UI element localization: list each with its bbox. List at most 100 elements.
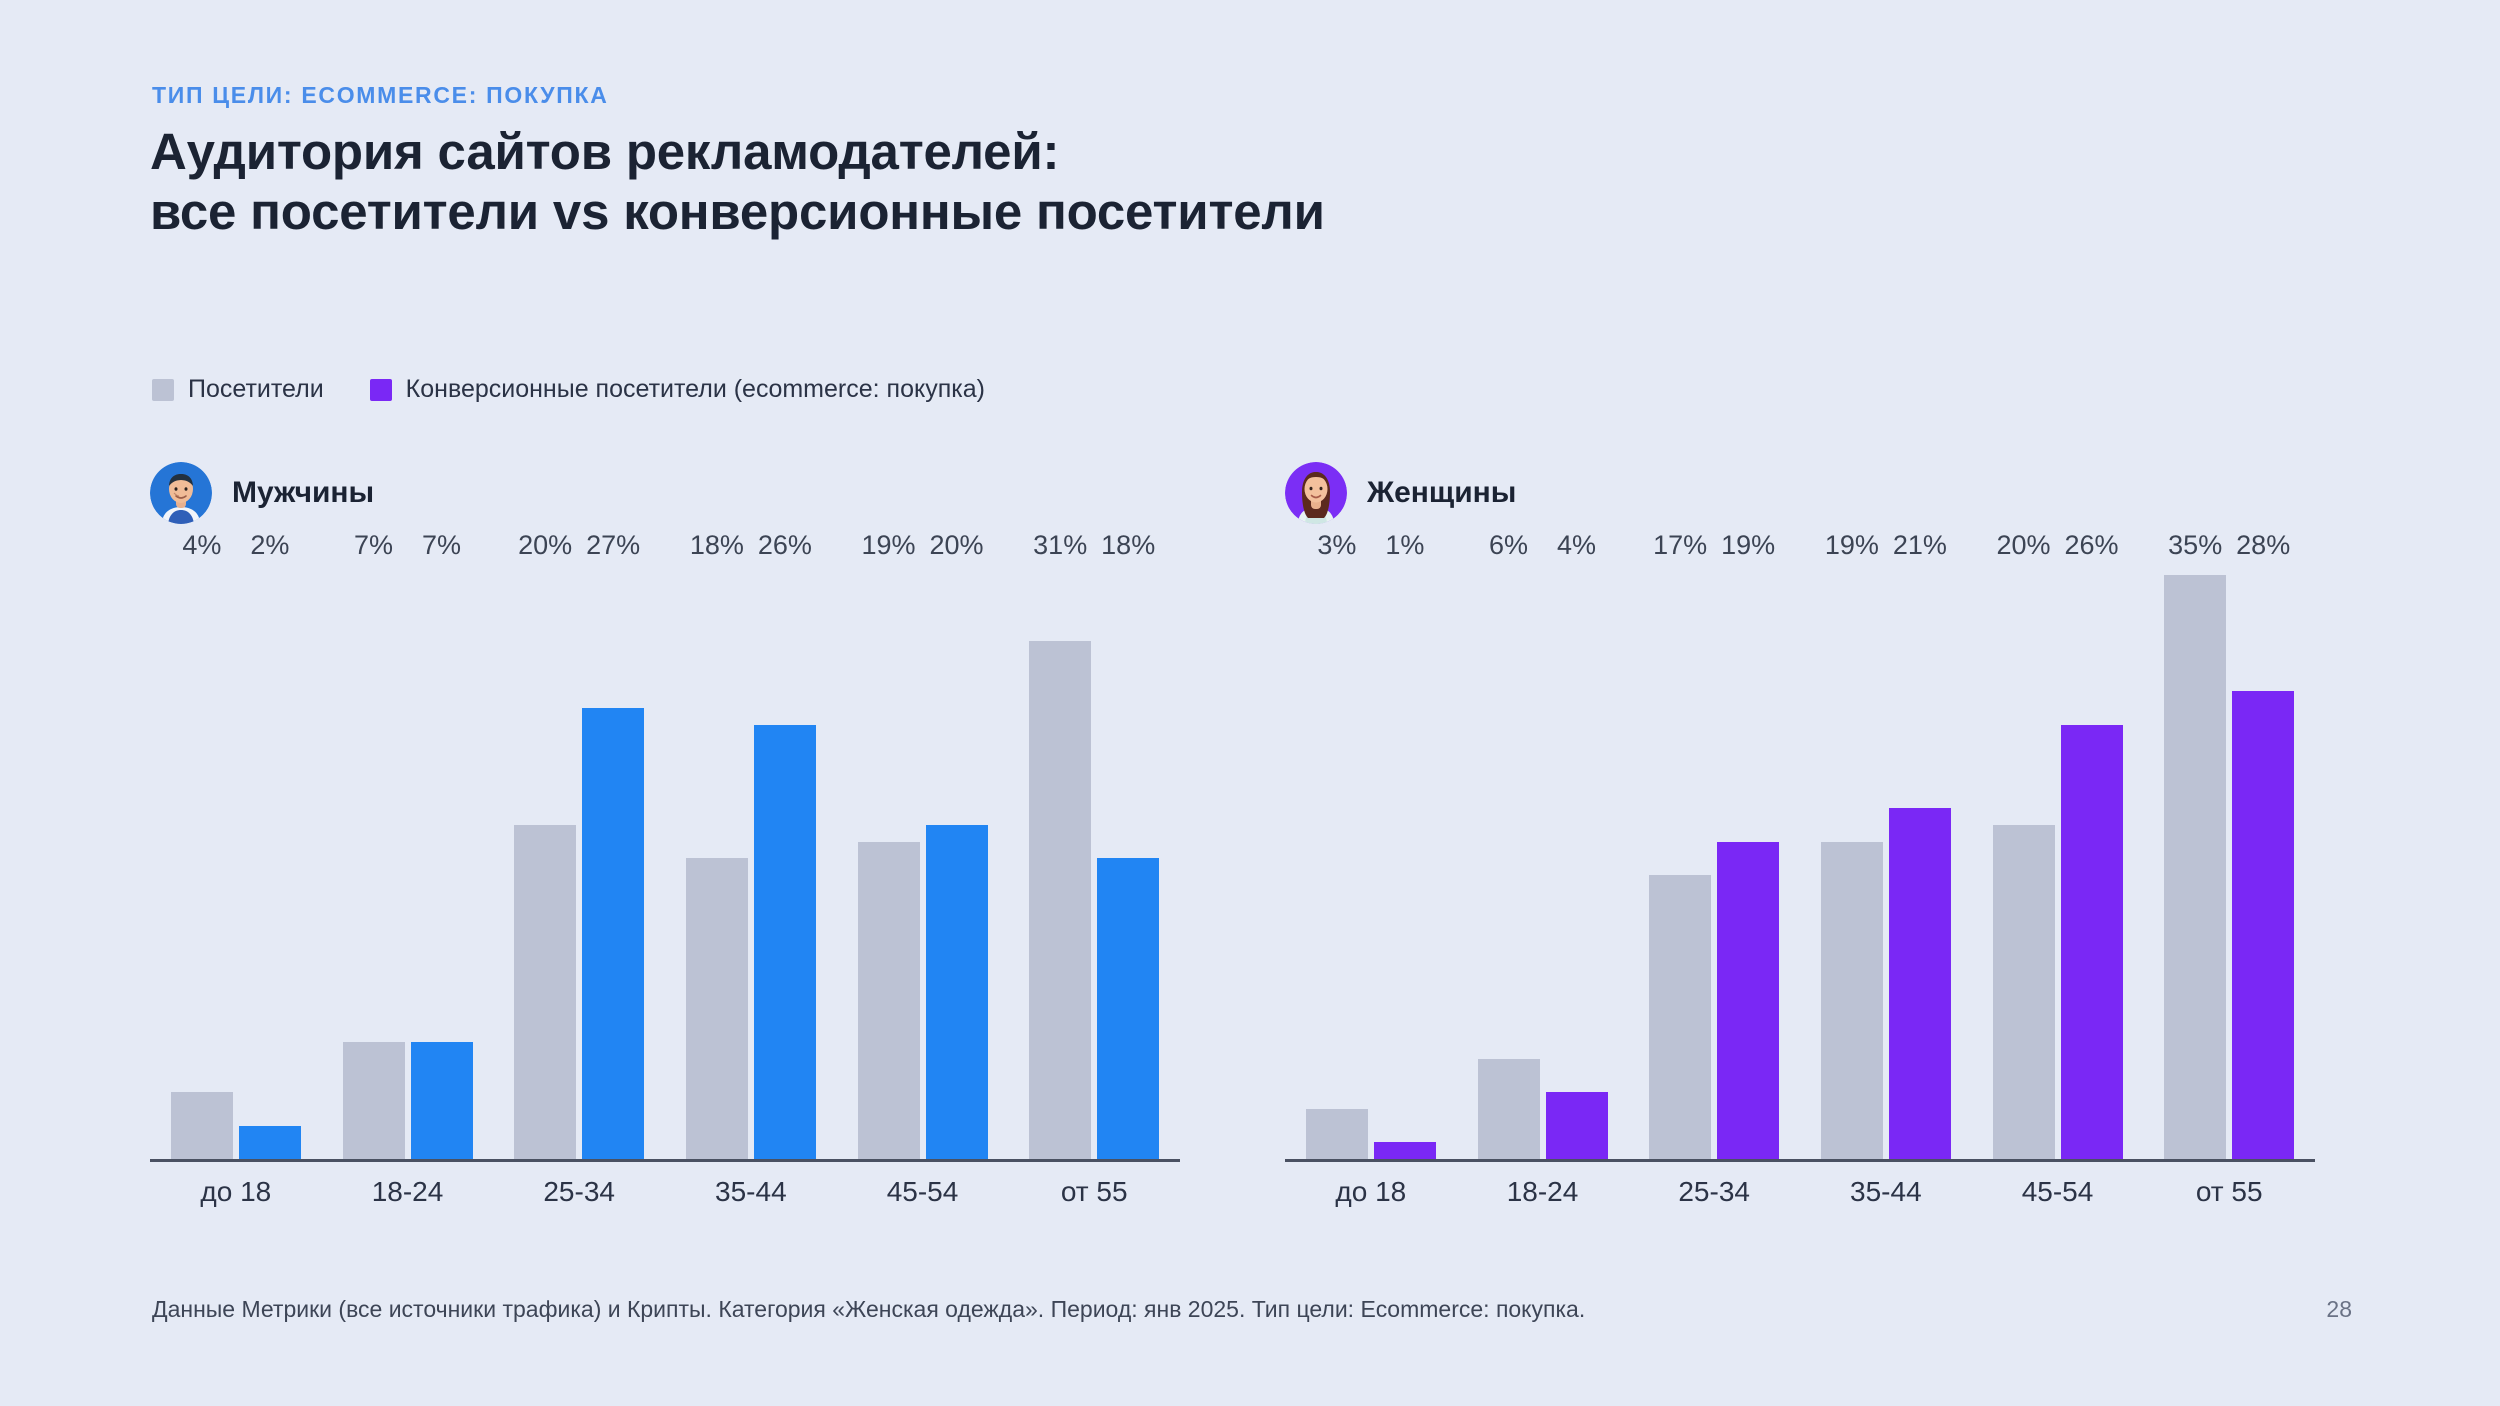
bar-wrap-male-3-visitors: 18% (685, 532, 748, 1159)
bar-female-4-converting[interactable] (2060, 724, 2123, 1159)
x-tick-female-4: 45-54 (2021, 1176, 2094, 1207)
x-tick-male-4: 45-54 (886, 1176, 959, 1207)
x-axis-line-male (150, 1159, 1180, 1162)
bar-wrap-female-3-visitors: 19% (1820, 532, 1883, 1159)
bar-male-5-converting[interactable] (1097, 858, 1160, 1159)
x-axis-ticks-female: до 18 18-24 25-34 35-44 45-54 от 55 (1285, 1176, 2315, 1208)
panel-header-male: Мужчины (150, 462, 374, 524)
page-number: 28 (2326, 1296, 2352, 1322)
x-axis-ticks-male: до 18 18-24 25-34 35-44 45-54 от 55 (150, 1176, 1180, 1208)
bar-chart-female: 3% 1% 6% 4% (1285, 532, 2315, 1214)
bar-label-female-1-converting: 4% (1556, 530, 1597, 560)
bar-label-female-5-visitors: 35% (2168, 530, 2223, 560)
x-tick-female-1: 18-24 (1506, 1176, 1579, 1207)
bar-label-male-2-converting: 27% (586, 530, 641, 560)
x-tick-female-5: от 55 (2195, 1176, 2263, 1207)
bar-female-2-converting[interactable] (1717, 841, 1780, 1159)
bar-label-male-4-visitors: 19% (861, 530, 916, 560)
bar-label-male-3-visitors: 18% (689, 530, 744, 560)
bar-wrap-male-5-converting: 18% (1097, 532, 1160, 1159)
bar-wrap-female-0-converting: 1% (1373, 532, 1436, 1159)
x-tick-male-5: от 55 (1060, 1176, 1128, 1207)
legend-item-converting: Конверсионные посетители (ecommerce: пок… (369, 375, 985, 404)
bar-male-3-visitors[interactable] (685, 858, 748, 1159)
x-tick-male-1: 18-24 (371, 1176, 444, 1207)
legend-item-visitors: Посетители (152, 375, 324, 404)
male-avatar (150, 462, 212, 524)
bar-male-5-visitors[interactable] (1029, 641, 1092, 1159)
x-tick-male-2: 25-34 (543, 1176, 615, 1207)
chart-panel-male: Мужчины 4% 2% 7% (150, 462, 1210, 1222)
bar-wrap-male-3-converting: 26% (753, 532, 816, 1159)
bar-wrap-male-1-visitors: 7% (342, 532, 405, 1159)
bar-label-female-3-visitors: 19% (1824, 530, 1879, 560)
bar-wrap-female-0-visitors: 3% (1305, 532, 1368, 1159)
chart-panel-female: Женщины 3% 1% 6% (1285, 462, 2345, 1222)
bar-wrap-male-0-visitors: 4% (170, 532, 233, 1159)
bar-male-1-converting[interactable] (410, 1042, 473, 1159)
bar-group-female-5: 35% 28% (2143, 532, 2315, 1159)
footer-source-note: Данные Метрики (все источники трафика) и… (152, 1296, 1586, 1322)
bar-wrap-male-2-converting: 27% (582, 532, 645, 1159)
bar-group-female-0: 3% 1% (1285, 532, 1457, 1159)
bar-wrap-male-4-visitors: 19% (857, 532, 920, 1159)
bar-male-4-converting[interactable] (925, 825, 988, 1159)
bar-label-female-4-converting: 26% (2064, 530, 2119, 560)
bar-wrap-female-2-visitors: 17% (1649, 532, 1712, 1159)
bar-female-5-visitors[interactable] (2164, 574, 2227, 1159)
bar-wrap-female-5-visitors: 35% (2164, 532, 2227, 1159)
bar-wrap-male-1-converting: 7% (410, 532, 473, 1159)
bar-group-male-5: 31% 18% (1008, 532, 1180, 1159)
bar-female-5-converting[interactable] (2232, 691, 2295, 1159)
page-title-line-2: все посетители vs конверсионные посетите… (150, 182, 1325, 240)
bar-female-2-visitors[interactable] (1649, 875, 1712, 1159)
x-tick-female-0: до 18 (1335, 1176, 1407, 1207)
bar-group-female-4: 20% 26% (1972, 532, 2144, 1159)
bar-label-female-5-converting: 28% (2236, 530, 2291, 560)
bar-wrap-male-4-converting: 20% (925, 532, 988, 1159)
bar-female-0-visitors[interactable] (1305, 1108, 1368, 1159)
bar-wrap-female-4-visitors: 20% (1992, 532, 2055, 1159)
bar-female-0-converting[interactable] (1373, 1142, 1436, 1159)
bar-label-male-3-converting: 26% (757, 530, 812, 560)
bar-male-0-converting[interactable] (238, 1125, 301, 1159)
bar-male-0-visitors[interactable] (170, 1092, 233, 1159)
page-title: Аудитория сайтов рекламодателей: все пос… (150, 122, 1325, 241)
bar-label-female-2-converting: 19% (1721, 530, 1776, 560)
bar-wrap-female-1-visitors: 6% (1477, 532, 1540, 1159)
legend-label-visitors: Посетители (188, 375, 324, 403)
bar-group-male-2: 20% 27% (493, 532, 665, 1159)
bar-female-1-visitors[interactable] (1477, 1058, 1540, 1159)
bar-female-1-converting[interactable] (1545, 1092, 1608, 1159)
legend-swatch-visitors-icon (152, 378, 174, 401)
panel-header-female: Женщины (1285, 462, 1516, 524)
bar-male-1-visitors[interactable] (342, 1042, 405, 1159)
bar-male-4-visitors[interactable] (857, 841, 920, 1159)
slide-kicker: ТИП ЦЕЛИ: ECOMMERCE: ПОКУПКА (152, 82, 609, 108)
bar-wrap-female-3-converting: 21% (1888, 532, 1951, 1159)
bar-female-3-converting[interactable] (1888, 808, 1951, 1159)
bar-group-male-1: 7% 7% (322, 532, 494, 1159)
bar-chart-male: 4% 2% 7% 7% (150, 532, 1180, 1214)
bar-male-3-converting[interactable] (753, 724, 816, 1159)
female-avatar (1285, 462, 1347, 524)
x-tick-male-0: до 18 (200, 1176, 272, 1207)
bar-group-female-1: 6% 4% (1457, 532, 1629, 1159)
bar-label-male-1-visitors: 7% (353, 530, 394, 560)
bar-male-2-visitors[interactable] (514, 825, 577, 1159)
bar-male-2-converting[interactable] (582, 708, 645, 1159)
bar-label-male-4-converting: 20% (929, 530, 984, 560)
panel-title-male: Мужчины (232, 476, 375, 509)
bar-label-male-2-visitors: 20% (518, 530, 573, 560)
bar-female-3-visitors[interactable] (1820, 841, 1883, 1159)
bar-group-female-3: 19% 21% (1800, 532, 1972, 1159)
bar-label-male-1-converting: 7% (421, 530, 462, 560)
bar-label-female-4-visitors: 20% (1996, 530, 2051, 560)
panel-title-female: Женщины (1367, 476, 1517, 509)
bar-female-4-visitors[interactable] (1992, 825, 2055, 1159)
bar-group-male-0: 4% 2% (150, 532, 322, 1159)
bar-label-male-0-visitors: 4% (182, 530, 222, 560)
bar-wrap-female-4-converting: 26% (2060, 532, 2123, 1159)
x-tick-female-3: 35-44 (1850, 1176, 1922, 1207)
